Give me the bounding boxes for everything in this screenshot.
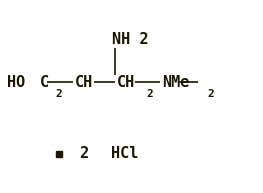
Text: CH: CH bbox=[75, 75, 93, 90]
Text: 2: 2 bbox=[207, 89, 214, 99]
Text: 2: 2 bbox=[55, 89, 62, 99]
Text: C: C bbox=[40, 75, 49, 90]
Text: 2: 2 bbox=[146, 89, 153, 99]
Text: CH: CH bbox=[117, 75, 135, 90]
Text: 2: 2 bbox=[79, 146, 89, 161]
Text: NMe: NMe bbox=[162, 75, 189, 90]
Text: HCl: HCl bbox=[111, 146, 138, 161]
Text: HO: HO bbox=[7, 75, 25, 90]
Text: NH 2: NH 2 bbox=[112, 32, 149, 47]
